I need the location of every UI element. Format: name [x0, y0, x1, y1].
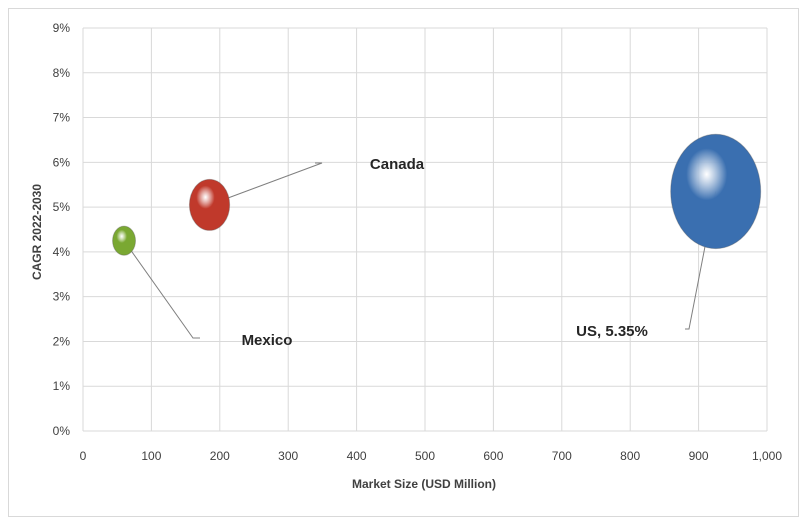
- x-tick-label: 400: [347, 449, 367, 463]
- y-tick-label: 0%: [53, 424, 71, 438]
- y-axis-ticks: 0% 1% 2% 3% 4% 5% 6% 7% 8% 9%: [53, 21, 71, 438]
- gridlines: [82, 27, 768, 432]
- x-tick-label: 100: [141, 449, 161, 463]
- y-tick-label: 5%: [53, 200, 71, 214]
- y-tick-label: 7%: [53, 111, 71, 125]
- x-axis-ticks: 0 100 200 300 400 500 600 700 800 900 1,000: [80, 449, 783, 463]
- x-axis-title: Market Size (USD Million): [352, 477, 496, 491]
- y-tick-label: 8%: [53, 66, 71, 80]
- x-tick-label: 1,000: [752, 449, 782, 463]
- x-tick-label: 700: [552, 449, 572, 463]
- bubble-label-mexico: Mexico: [242, 332, 293, 349]
- bubble-label-us: US, 5.35%: [576, 323, 648, 340]
- x-tick-label: 300: [278, 449, 298, 463]
- y-tick-label: 2%: [53, 334, 71, 348]
- y-tick-label: 1%: [53, 379, 71, 393]
- x-tick-label: 0: [80, 449, 87, 463]
- bubble-labels: US, 5.35% Canada Mexico: [242, 156, 648, 349]
- bubble-us: [670, 133, 762, 250]
- x-tick-label: 500: [415, 449, 435, 463]
- bubble-canada: [188, 178, 231, 231]
- x-tick-label: 600: [483, 449, 503, 463]
- y-tick-label: 9%: [53, 21, 71, 35]
- y-tick-label: 3%: [53, 290, 71, 304]
- bubbles: [112, 133, 762, 256]
- y-axis-title: CAGR 2022-2030: [30, 184, 44, 280]
- bubble-mexico: [112, 225, 137, 256]
- y-tick-label: 4%: [53, 245, 71, 259]
- x-tick-label: 900: [689, 449, 709, 463]
- leader-line-canada: [209, 162, 323, 206]
- y-tick-label: 6%: [53, 155, 71, 169]
- x-tick-label: 800: [620, 449, 640, 463]
- leader-line-mexico: [123, 240, 200, 339]
- x-tick-label: 200: [210, 449, 230, 463]
- bubble-label-canada: Canada: [370, 156, 425, 173]
